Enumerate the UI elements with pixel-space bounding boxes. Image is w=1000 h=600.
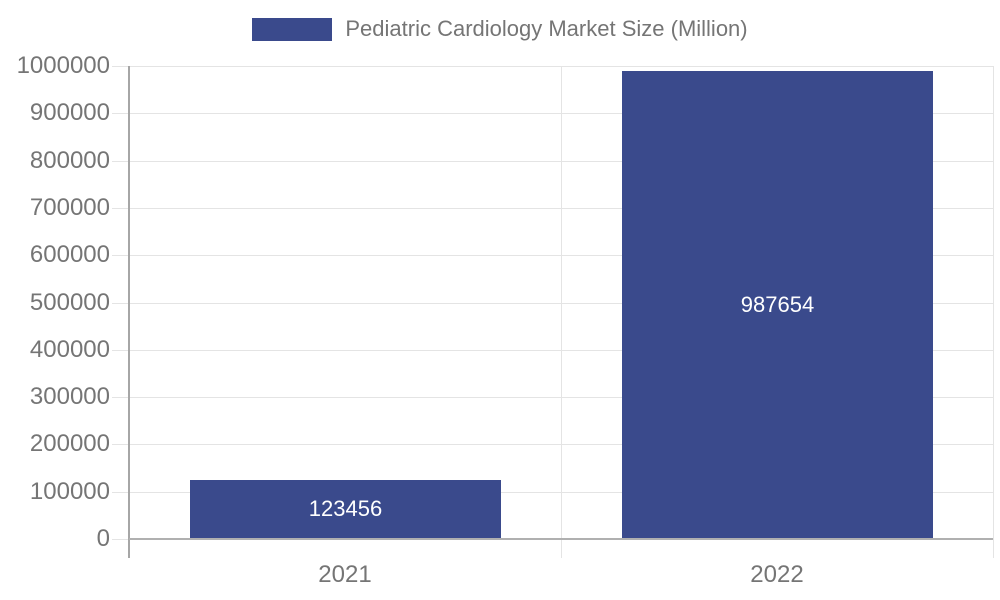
y-axis-tick <box>112 492 129 493</box>
y-tick-label: 100000 <box>29 478 110 505</box>
bar-2021 <box>190 480 501 538</box>
y-axis-tick <box>112 397 129 398</box>
y-axis-tick <box>112 113 129 114</box>
y-axis-tick <box>112 208 129 209</box>
y-tick-label: 0 <box>96 525 110 552</box>
y-tick-label: 400000 <box>29 336 110 363</box>
x-axis-line <box>129 538 993 540</box>
legend-swatch <box>252 17 333 41</box>
x-tick-label: 2022 <box>750 561 804 588</box>
x-gridline <box>993 66 994 539</box>
x-axis-tick <box>993 539 994 558</box>
bar-2022 <box>622 71 933 538</box>
y-axis-tick <box>112 161 129 162</box>
y-tick-label: 900000 <box>29 99 110 126</box>
y-tick-label: 600000 <box>29 241 110 268</box>
y-tick-label: 700000 <box>29 194 110 221</box>
x-gridline <box>561 66 562 539</box>
legend-label: Pediatric Cardiology Market Size (Millio… <box>345 16 748 41</box>
y-tick-label: 1000000 <box>16 52 110 79</box>
bar-value-label: 123456 <box>308 496 383 521</box>
y-axis-line <box>128 66 130 558</box>
y-axis-tick <box>112 539 129 540</box>
chart-legend-item[interactable]: Pediatric Cardiology Market Size (Millio… <box>0 13 1000 45</box>
y-tick-label: 500000 <box>29 289 110 316</box>
y-axis-tick <box>112 350 129 351</box>
y-tick-label: 800000 <box>29 147 110 174</box>
y-axis-tick <box>112 255 129 256</box>
y-tick-label: 200000 <box>29 430 110 457</box>
y-axis-tick <box>112 303 129 304</box>
y-axis-tick <box>112 66 129 67</box>
x-axis-tick <box>561 539 562 558</box>
y-tick-label: 300000 <box>29 383 110 410</box>
bar-value-label: 987654 <box>740 292 815 317</box>
x-tick-label: 2021 <box>318 561 372 588</box>
y-axis-tick <box>112 444 129 445</box>
